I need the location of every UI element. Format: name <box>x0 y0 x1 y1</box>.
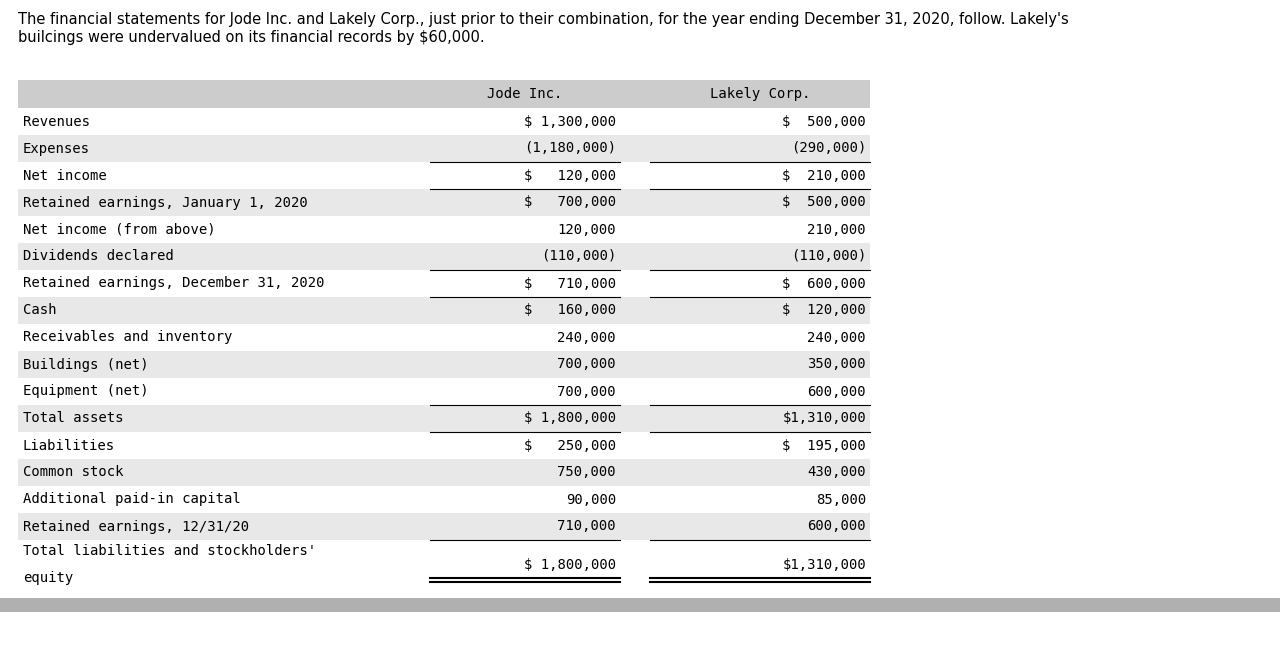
Bar <box>18 108 870 135</box>
Text: Common stock: Common stock <box>23 466 123 480</box>
Text: Cash: Cash <box>23 304 56 318</box>
Text: builcings were undervalued on its financial records by $60,000.: builcings were undervalued on its financ… <box>18 30 485 45</box>
Text: Buildings (net): Buildings (net) <box>23 358 148 372</box>
Text: $  195,000: $ 195,000 <box>782 438 867 452</box>
Text: 430,000: 430,000 <box>808 466 867 480</box>
Text: $ 1,300,000: $ 1,300,000 <box>524 115 616 129</box>
Bar <box>18 405 870 432</box>
Bar <box>18 540 870 586</box>
Text: 600,000: 600,000 <box>808 384 867 398</box>
Bar <box>18 297 870 324</box>
Text: (290,000): (290,000) <box>791 141 867 155</box>
Bar <box>18 80 870 108</box>
Text: $ 1,800,000: $ 1,800,000 <box>524 412 616 426</box>
Text: Revenues: Revenues <box>23 115 90 129</box>
Bar <box>18 162 870 189</box>
Text: equity: equity <box>23 571 73 585</box>
Bar <box>18 459 870 486</box>
Text: 85,000: 85,000 <box>815 492 867 507</box>
Text: Retained earnings, January 1, 2020: Retained earnings, January 1, 2020 <box>23 196 307 210</box>
Text: Lakely Corp.: Lakely Corp. <box>709 87 810 101</box>
Text: $   120,000: $ 120,000 <box>524 168 616 182</box>
Text: Expenses: Expenses <box>23 141 90 155</box>
Text: 600,000: 600,000 <box>808 519 867 533</box>
Bar <box>18 513 870 540</box>
Text: $   700,000: $ 700,000 <box>524 196 616 210</box>
Text: Additional paid-in capital: Additional paid-in capital <box>23 492 241 507</box>
Text: 240,000: 240,000 <box>557 330 616 344</box>
Bar <box>18 135 870 162</box>
Text: $  500,000: $ 500,000 <box>782 196 867 210</box>
Text: 210,000: 210,000 <box>808 222 867 236</box>
Text: $1,310,000: $1,310,000 <box>782 558 867 572</box>
Text: (110,000): (110,000) <box>540 250 616 264</box>
Text: $   160,000: $ 160,000 <box>524 304 616 318</box>
Bar <box>18 432 870 459</box>
Text: 120,000: 120,000 <box>557 222 616 236</box>
Bar <box>18 324 870 351</box>
Text: 710,000: 710,000 <box>557 519 616 533</box>
Text: Net income (from above): Net income (from above) <box>23 222 215 236</box>
Text: $1,310,000: $1,310,000 <box>782 412 867 426</box>
Text: Net income: Net income <box>23 168 106 182</box>
Text: Total assets: Total assets <box>23 412 123 426</box>
Bar <box>18 189 870 216</box>
Text: The financial statements for Jode Inc. and Lakely Corp., just prior to their com: The financial statements for Jode Inc. a… <box>18 12 1069 27</box>
Text: $  600,000: $ 600,000 <box>782 276 867 290</box>
Text: 700,000: 700,000 <box>557 358 616 372</box>
Text: $ 1,800,000: $ 1,800,000 <box>524 558 616 572</box>
Bar <box>18 216 870 243</box>
Text: Retained earnings, 12/31/20: Retained earnings, 12/31/20 <box>23 519 250 533</box>
Text: Receivables and inventory: Receivables and inventory <box>23 330 233 344</box>
Text: 350,000: 350,000 <box>808 358 867 372</box>
Text: $   710,000: $ 710,000 <box>524 276 616 290</box>
Text: $  210,000: $ 210,000 <box>782 168 867 182</box>
Text: Retained earnings, December 31, 2020: Retained earnings, December 31, 2020 <box>23 276 325 290</box>
Bar <box>0 598 1280 612</box>
Text: 240,000: 240,000 <box>808 330 867 344</box>
Bar <box>18 243 870 270</box>
Text: Dividends declared: Dividends declared <box>23 250 174 264</box>
Text: $   250,000: $ 250,000 <box>524 438 616 452</box>
Text: Liabilities: Liabilities <box>23 438 115 452</box>
Text: Total liabilities and stockholders': Total liabilities and stockholders' <box>23 544 316 558</box>
Text: $  500,000: $ 500,000 <box>782 115 867 129</box>
Bar <box>18 378 870 405</box>
Bar <box>18 270 870 297</box>
Bar <box>18 486 870 513</box>
Text: Jode Inc.: Jode Inc. <box>488 87 563 101</box>
Text: 700,000: 700,000 <box>557 384 616 398</box>
Bar <box>18 351 870 378</box>
Text: $  120,000: $ 120,000 <box>782 304 867 318</box>
Text: (110,000): (110,000) <box>791 250 867 264</box>
Text: 90,000: 90,000 <box>566 492 616 507</box>
Text: (1,180,000): (1,180,000) <box>524 141 616 155</box>
Text: Equipment (net): Equipment (net) <box>23 384 148 398</box>
Text: 750,000: 750,000 <box>557 466 616 480</box>
